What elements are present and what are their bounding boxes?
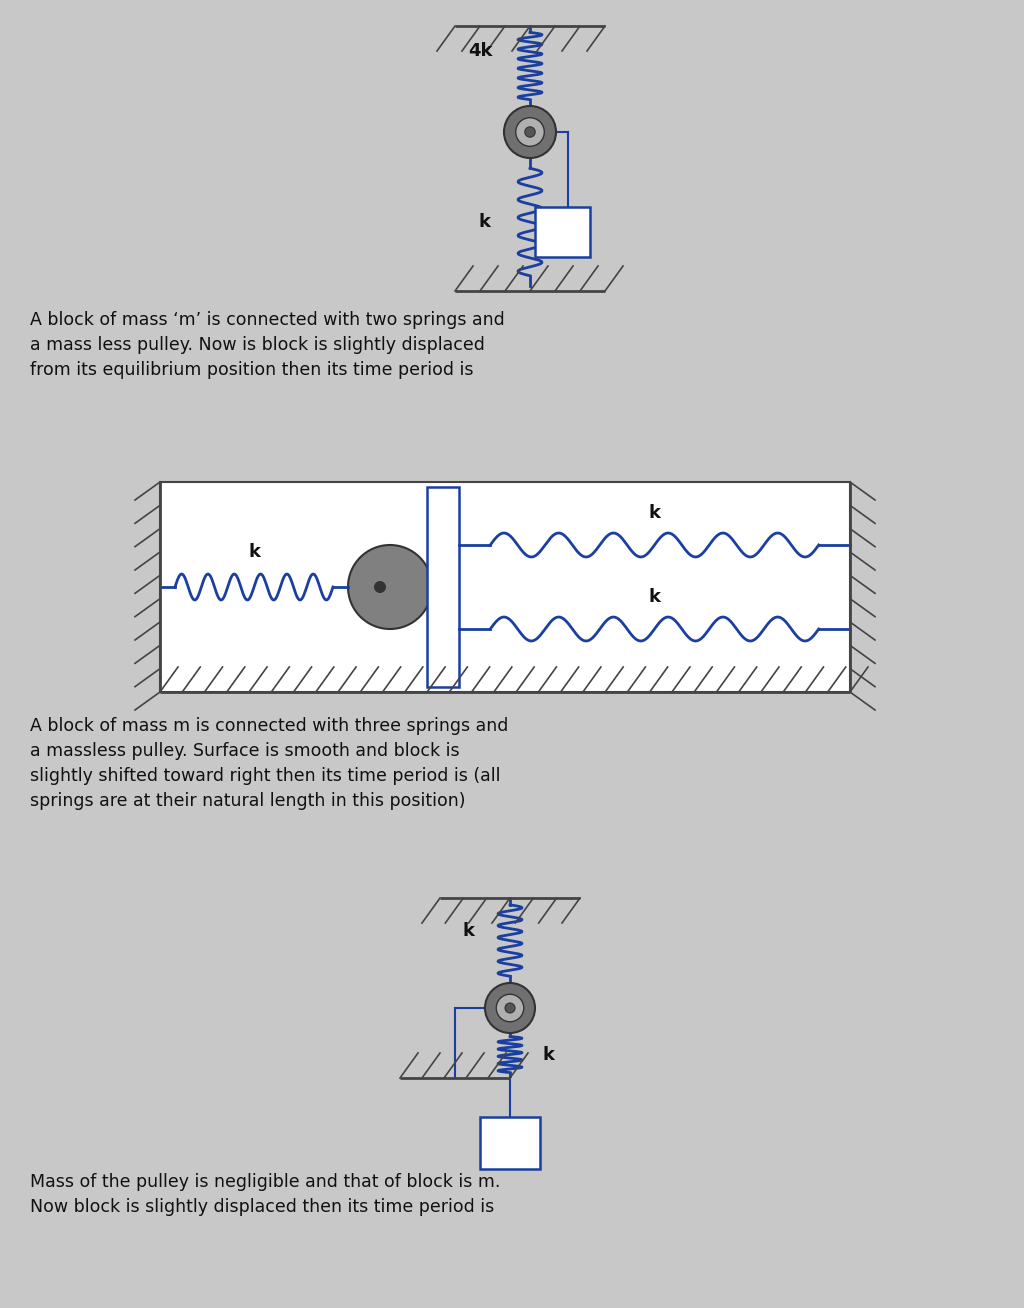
Text: k: k xyxy=(648,504,660,522)
Circle shape xyxy=(504,106,556,158)
Text: A block of mass m is connected with three springs and
a massless pulley. Surface: A block of mass m is connected with thre… xyxy=(30,717,508,810)
Bar xyxy=(160,483,850,692)
Bar xyxy=(480,1117,540,1169)
Text: k: k xyxy=(648,589,660,606)
Circle shape xyxy=(497,994,523,1022)
Text: Mass of the pulley is negligible and that of block is m.
Now block is slightly d: Mass of the pulley is negligible and tha… xyxy=(30,1173,501,1216)
Text: A block of mass ‘m’ is connected with two springs and
a mass less pulley. Now is: A block of mass ‘m’ is connected with tw… xyxy=(30,311,505,379)
Text: k: k xyxy=(479,213,490,232)
Circle shape xyxy=(516,118,545,146)
Text: k: k xyxy=(462,922,474,939)
Text: k: k xyxy=(248,543,260,561)
Circle shape xyxy=(374,581,386,593)
Circle shape xyxy=(524,127,536,137)
Circle shape xyxy=(485,984,535,1033)
Text: k: k xyxy=(542,1045,554,1063)
Text: 4k: 4k xyxy=(468,42,493,60)
Circle shape xyxy=(348,545,432,629)
Bar xyxy=(427,487,459,687)
Bar xyxy=(535,207,590,256)
Circle shape xyxy=(505,1003,515,1012)
